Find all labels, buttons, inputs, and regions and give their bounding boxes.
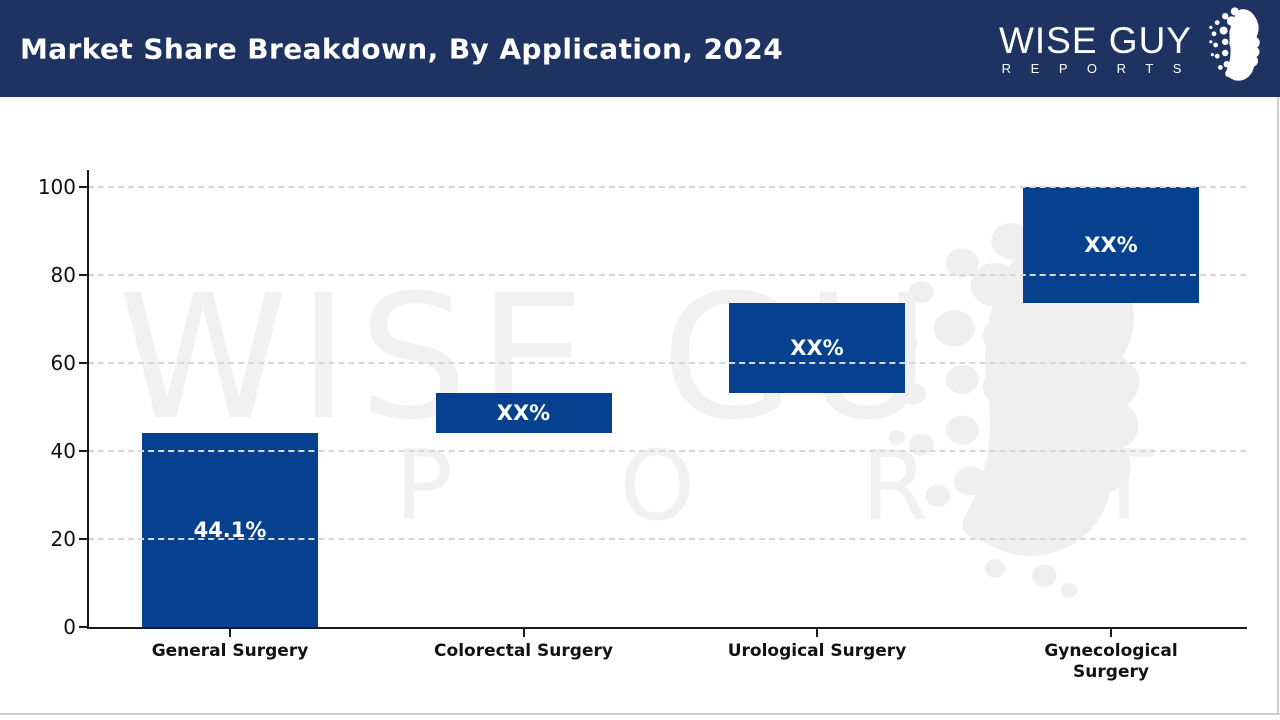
bottom-border-line [0,713,1280,715]
gridline [88,538,1246,540]
y-tick-label: 0 [63,615,76,639]
wise-guy-logo: WISE GUY R E P O R T S [999,4,1272,94]
header-bar: Market Share Breakdown, By Application, … [0,0,1280,97]
y-tick-label: 60 [50,351,76,375]
x-axis-line [87,627,1247,629]
y-tick-mark [79,274,88,276]
y-tick-mark [79,186,88,188]
y-tick-mark [79,362,88,364]
bar-colorectal-surgery: XX% [435,392,612,433]
bar-general-surgery: 44.1% [142,432,318,627]
x-category-label: General Surgery [151,641,309,661]
bar-value-label: XX% [1084,233,1138,258]
x-category-label: Colorectal Surgery [434,641,613,661]
x-tick-mark [522,629,525,637]
logo-head-icon [1209,7,1260,81]
y-tick-mark [79,538,88,540]
x-category-label: Gynecological Surgery [1044,641,1178,683]
x-category-label: Urological Surgery [727,641,907,661]
page-title: Market Share Breakdown, By Application, … [20,32,784,65]
bar-gynecological-surgery: XX% [1023,187,1199,304]
y-axis-line [87,170,89,629]
gridline [88,186,1246,188]
x-tick-mark [1110,629,1112,637]
y-tick-label: 40 [50,439,76,463]
gridline [88,274,1246,276]
bar-value-label: XX% [496,400,551,425]
watermark-text-line2: P O R T S [395,430,1280,542]
bar-value-label: 44.1% [193,517,267,542]
x-tick-mark [229,629,231,637]
y-tick-label: 100 [37,175,76,199]
y-tick-label: 80 [50,263,76,287]
logo-text: WISE GUY R E P O R T S [998,19,1192,77]
gridline [88,362,1246,364]
y-tick-label: 20 [50,527,76,551]
bar-value-label: XX% [790,336,844,361]
gridline [88,450,1246,452]
x-tick-mark [816,629,818,637]
logo-subtitle: R E P O R T S [1001,61,1190,77]
watermark-head-icon [880,222,1140,598]
y-tick-mark [79,450,88,452]
y-tick-mark [79,626,88,628]
bar-urological-surgery: XX% [729,303,905,393]
logo-wordmark: WISE GUY [998,19,1192,61]
right-border-line [1277,97,1279,715]
